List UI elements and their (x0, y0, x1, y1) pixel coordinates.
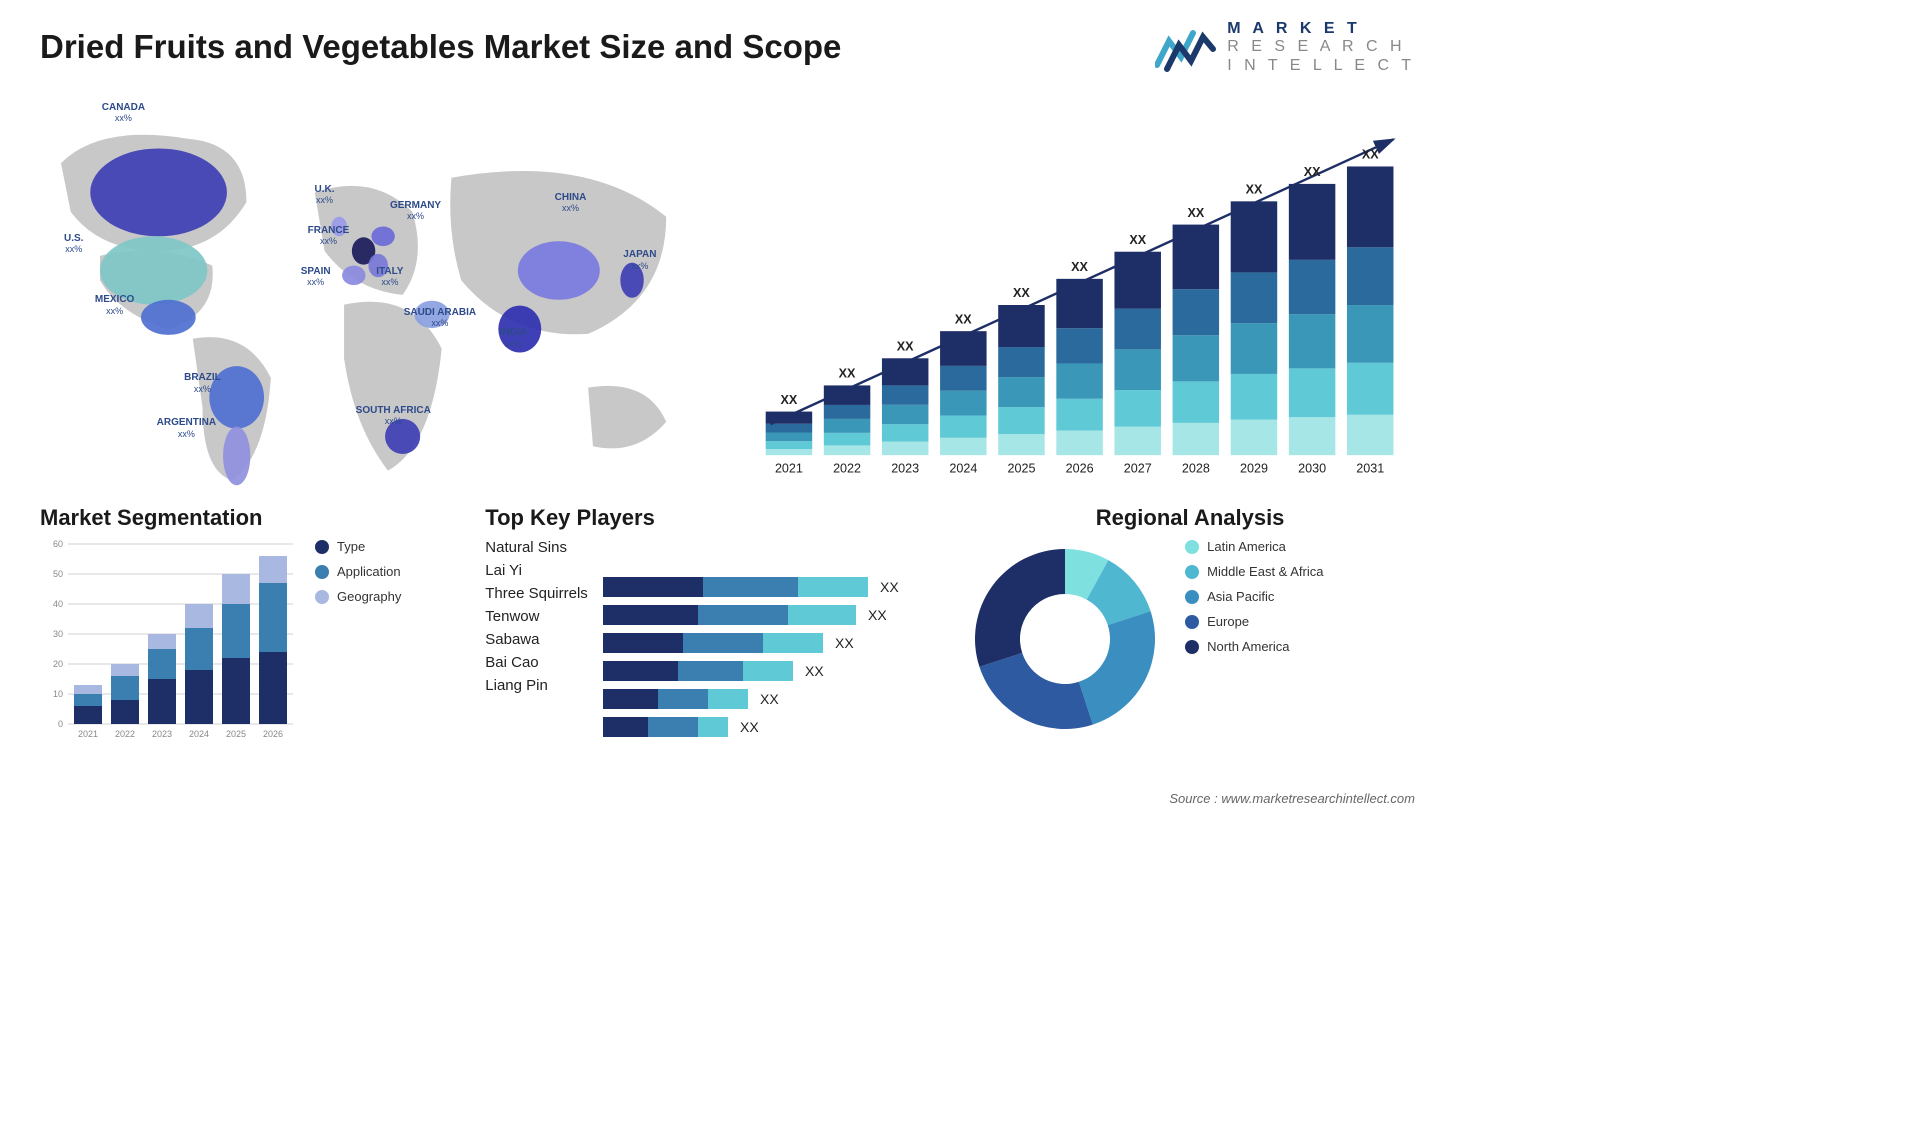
svg-text:0: 0 (58, 719, 63, 729)
svg-text:2023: 2023 (152, 729, 172, 739)
svg-text:2026: 2026 (263, 729, 283, 739)
logo-line3: I N T E L L E C T (1227, 57, 1415, 75)
logo-text: M A R K E T R E S E A R C H I N T E L L … (1227, 20, 1415, 75)
legend-item: Geography (315, 589, 401, 604)
svg-text:XX: XX (1071, 260, 1088, 274)
regional-panel: Regional Analysis Latin America Middle Ea… (965, 505, 1415, 765)
svg-text:30: 30 (53, 629, 63, 639)
logo: M A R K E T R E S E A R C H I N T E L L … (1155, 20, 1415, 75)
legend-item: Application (315, 564, 401, 579)
svg-text:2027: 2027 (1124, 462, 1152, 476)
segmentation-panel: Market Segmentation 0 10 20 30 40 50 60 2021 202… (40, 505, 455, 765)
map-label: SPAINxx% (301, 266, 331, 288)
svg-text:2026: 2026 (1066, 462, 1094, 476)
map-label: FRANCExx% (308, 225, 350, 247)
logo-icon (1155, 23, 1217, 73)
legend-item: Latin America (1185, 539, 1323, 554)
world-map: CANADAxx% U.S.xx% MEXICOxx% BRAZILxx% ARGENT… (40, 85, 726, 495)
svg-text:2024: 2024 (950, 462, 978, 476)
player-name: Liang Pin (485, 677, 588, 694)
svg-text:XX: XX (781, 393, 798, 407)
map-label: JAPANxx% (623, 249, 656, 271)
page-title: Dried Fruits and Vegetables Market Size … (40, 28, 841, 66)
svg-text:XX: XX (868, 607, 887, 623)
svg-text:2025: 2025 (1008, 462, 1036, 476)
player-name: Lai Yi (485, 562, 588, 579)
svg-text:2021: 2021 (775, 462, 803, 476)
legend-item: Europe (1185, 614, 1323, 629)
map-label: CHINAxx% (555, 192, 587, 214)
svg-text:40: 40 (53, 599, 63, 609)
svg-text:XX: XX (740, 719, 759, 735)
players-chart: XXXXXXXXXXXX (603, 539, 903, 739)
map-label: SAUDI ARABIAxx% (404, 307, 476, 329)
regional-title: Regional Analysis (965, 505, 1415, 531)
svg-text:10: 10 (53, 689, 63, 699)
source-text: Source : www.marketresearchintellect.com (1169, 791, 1415, 806)
svg-text:2029: 2029 (1240, 462, 1268, 476)
players-names: Natural Sins Lai Yi Three Squirrels Tenwow S… (485, 539, 588, 739)
legend-item: Asia Pacific (1185, 589, 1323, 604)
svg-text:2025: 2025 (226, 729, 246, 739)
map-label: GERMANYxx% (390, 200, 441, 222)
svg-text:XX: XX (835, 635, 854, 651)
map-label: ITALYxx% (376, 266, 403, 288)
header: Dried Fruits and Vegetables Market Size … (40, 20, 1415, 75)
map-label: U.S.xx% (64, 233, 83, 255)
svg-text:XX: XX (1304, 165, 1321, 179)
forecast-chart: XX 2021 XX 2022 XX 2023 XX 2024 XX 2025 XX 2026 XX 20… (756, 85, 1415, 495)
legend-item: Middle East & Africa (1185, 564, 1323, 579)
svg-text:XX: XX (897, 340, 914, 354)
svg-text:2022: 2022 (115, 729, 135, 739)
svg-text:XX: XX (1362, 148, 1379, 162)
svg-text:2021: 2021 (78, 729, 98, 739)
regional-legend: Latin America Middle East & Africa Asia Pa… (1185, 539, 1323, 654)
svg-text:2023: 2023 (891, 462, 919, 476)
svg-text:2030: 2030 (1298, 462, 1326, 476)
map-label: ARGENTINAxx% (157, 417, 216, 439)
map-label: CANADAxx% (102, 102, 145, 124)
player-name: Bai Cao (485, 654, 588, 671)
svg-text:XX: XX (880, 579, 899, 595)
svg-text:2024: 2024 (189, 729, 209, 739)
svg-text:2028: 2028 (1182, 462, 1210, 476)
player-name: Natural Sins (485, 539, 588, 556)
svg-text:50: 50 (53, 569, 63, 579)
segmentation-legend: Type Application Geography (315, 539, 401, 604)
players-title: Top Key Players (485, 505, 935, 531)
map-label: INDIAxx% (500, 327, 527, 349)
segmentation-chart: 0 10 20 30 40 50 60 2021 2022 2023 2024 2025 2026 (40, 539, 300, 749)
logo-line2: R E S E A R C H (1227, 38, 1415, 56)
map-label: MEXICOxx% (95, 294, 134, 316)
bottom-row: Market Segmentation 0 10 20 30 40 50 60 2021 202… (40, 505, 1415, 765)
forecast-svg: XX 2021 XX 2022 XX 2023 XX 2024 XX 2025 XX 2026 XX 20… (756, 115, 1415, 495)
legend-item: Type (315, 539, 401, 554)
svg-text:XX: XX (955, 313, 972, 327)
map-label: U.K.xx% (314, 184, 334, 206)
svg-text:60: 60 (53, 539, 63, 549)
svg-text:XX: XX (805, 663, 824, 679)
legend-item: North America (1185, 639, 1323, 654)
svg-text:XX: XX (1130, 233, 1147, 247)
regional-donut (965, 539, 1165, 739)
svg-text:XX: XX (760, 691, 779, 707)
player-name: Sabawa (485, 631, 588, 648)
player-name: Tenwow (485, 608, 588, 625)
svg-text:2022: 2022 (833, 462, 861, 476)
map-svg (40, 85, 726, 495)
segmentation-title: Market Segmentation (40, 505, 455, 531)
map-label: BRAZILxx% (184, 372, 221, 394)
svg-text:2031: 2031 (1356, 462, 1384, 476)
top-row: CANADAxx% U.S.xx% MEXICOxx% BRAZILxx% ARGENT… (40, 85, 1415, 495)
svg-text:XX: XX (1246, 183, 1263, 197)
players-panel: Top Key Players Natural Sins Lai Yi Three … (485, 505, 935, 765)
map-label: SOUTH AFRICAxx% (356, 405, 431, 427)
player-name: Three Squirrels (485, 585, 588, 602)
svg-text:XX: XX (1013, 286, 1030, 300)
svg-text:XX: XX (839, 367, 856, 381)
logo-line1: M A R K E T (1227, 20, 1415, 38)
svg-text:20: 20 (53, 659, 63, 669)
svg-text:XX: XX (1188, 206, 1205, 220)
